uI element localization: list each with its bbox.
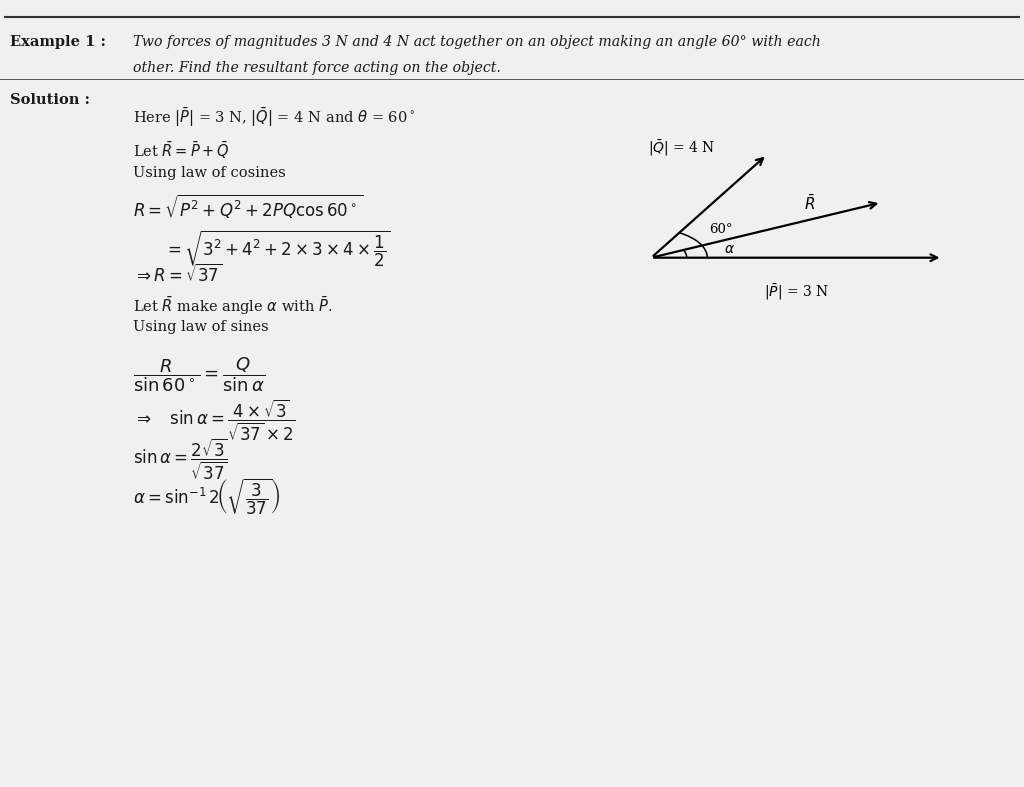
Text: 60°: 60° (710, 223, 732, 235)
Text: other. Find the resultant force acting on the object.: other. Find the resultant force acting o… (133, 61, 501, 76)
Text: Example 1 :: Example 1 : (10, 35, 106, 50)
Text: Let $\bar{R}$ make angle $\alpha$ with $\bar{P}$.: Let $\bar{R}$ make angle $\alpha$ with $… (133, 295, 333, 317)
Text: Solution :: Solution : (10, 93, 90, 107)
Text: $\alpha = \sin^{-1} 2\!\left(\sqrt{\dfrac{3}{37}}\right)$: $\alpha = \sin^{-1} 2\!\left(\sqrt{\dfra… (133, 476, 281, 516)
Text: Two forces of magnitudes 3 N and 4 N act together on an object making an angle 6: Two forces of magnitudes 3 N and 4 N act… (133, 35, 821, 50)
Text: $\dfrac{R}{\sin 60^\circ} = \dfrac{Q}{\sin\alpha}$: $\dfrac{R}{\sin 60^\circ} = \dfrac{Q}{\s… (133, 356, 265, 394)
Text: $= \sqrt{3^2 + 4^2 + 2 \times 3 \times 4 \times \dfrac{1}{2}}$: $= \sqrt{3^2 + 4^2 + 2 \times 3 \times 4… (164, 228, 390, 268)
Text: $\Rightarrow \quad \sin\alpha = \dfrac{4 \times \sqrt{3}}{\sqrt{37} \times 2}$: $\Rightarrow \quad \sin\alpha = \dfrac{4… (133, 397, 296, 443)
Text: Here $|\bar{P}|$ = 3 N, $|\bar{Q}|$ = 4 N and $\theta$ = 60$^\circ$: Here $|\bar{P}|$ = 3 N, $|\bar{Q}|$ = 4 … (133, 106, 416, 129)
Text: $R = \sqrt{P^2 + Q^2 + 2PQ\cos 60^\circ}$: $R = \sqrt{P^2 + Q^2 + 2PQ\cos 60^\circ}… (133, 193, 364, 221)
Text: $\bar{R}$: $\bar{R}$ (804, 194, 815, 213)
Text: Using law of cosines: Using law of cosines (133, 166, 286, 180)
Text: $\Rightarrow R = \sqrt{37}$: $\Rightarrow R = \sqrt{37}$ (133, 264, 222, 286)
Text: $|\bar{Q}|$ = 4 N: $|\bar{Q}|$ = 4 N (647, 138, 715, 158)
Text: Let $\bar{R} = \bar{P} + \bar{Q}$: Let $\bar{R} = \bar{P} + \bar{Q}$ (133, 140, 229, 161)
Text: $\sin\alpha = \dfrac{2\sqrt{3}}{\sqrt{37}}$: $\sin\alpha = \dfrac{2\sqrt{3}}{\sqrt{37… (133, 437, 228, 482)
Text: $|\bar{P}|$ = 3 N: $|\bar{P}|$ = 3 N (764, 283, 829, 302)
Text: $\alpha$: $\alpha$ (724, 242, 735, 256)
Text: Using law of sines: Using law of sines (133, 320, 268, 334)
